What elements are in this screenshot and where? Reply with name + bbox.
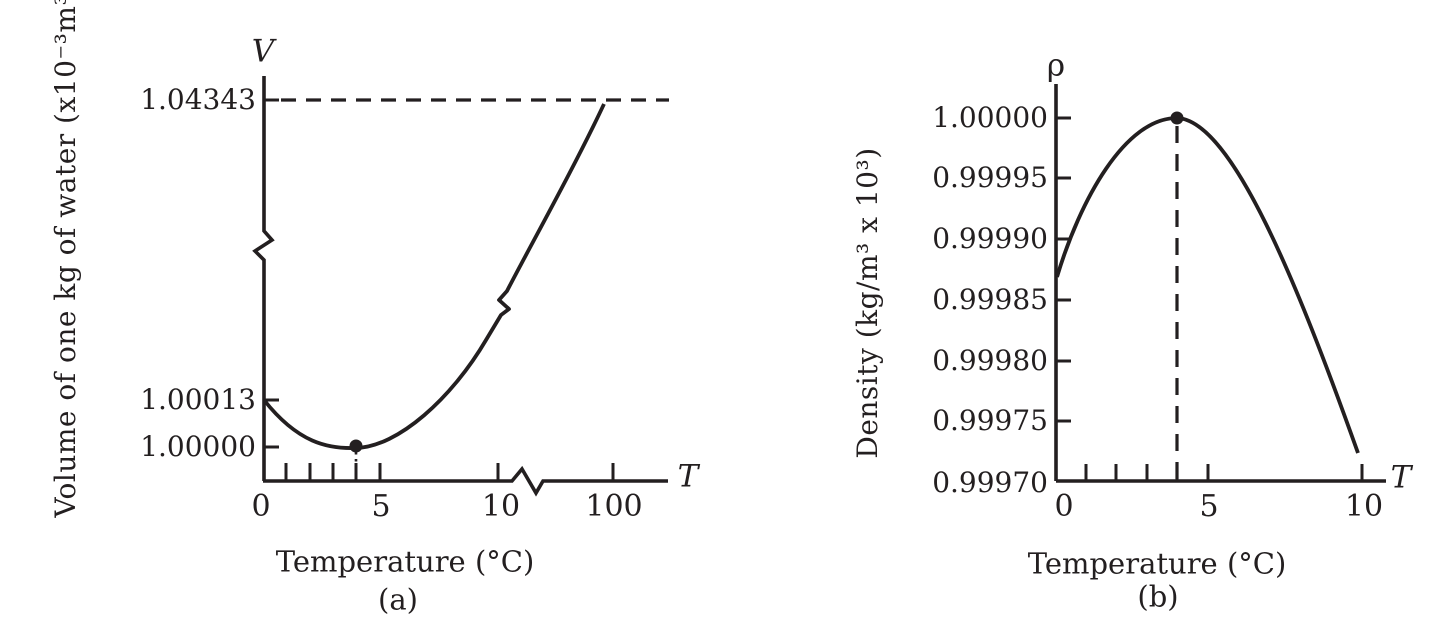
panel-a-xtick-label-5: 5 — [371, 489, 391, 524]
panel-a-curve — [262, 103, 606, 450]
panel-a-y-axis-symbol: V — [251, 33, 275, 70]
panel-b-xtick-label-10: 10 — [1344, 489, 1384, 524]
panel-a-graphics — [252, 76, 669, 497]
panel-b-xtick-label-5: 5 — [1199, 489, 1219, 524]
panel-b-ytick-label-0p99995: 0.99995 — [932, 161, 1048, 194]
panel-b-x-ticks — [1084, 464, 1364, 480]
panel-a-ytick-label-1p00000: 1.00000 — [140, 430, 256, 463]
panel-a-caption: (a) — [378, 582, 418, 617]
panel-b-ytick-label-0p99985: 0.99985 — [932, 283, 1048, 316]
panel-b-graphics — [1054, 84, 1386, 483]
panel-b-ytick-label-0p99980: 0.99980 — [932, 344, 1048, 377]
panel-b-y-ticks — [1056, 116, 1071, 423]
panel-b-y-axis-symbol: ρ — [1046, 47, 1066, 84]
panel-b-x-axis-title: Temperature (°C) — [1027, 546, 1287, 581]
panel-a-y-axis — [252, 76, 275, 481]
panel-a-xtick-label-0: 0 — [251, 489, 271, 524]
panel-b-ytick-label-0p99975: 0.99975 — [932, 404, 1048, 437]
panel-a-x-axis-title: Temperature (°C) — [275, 544, 535, 579]
panel-a-x-ticks — [284, 463, 615, 480]
panel-b-ytick-label-1p00000: 1.00000 — [932, 101, 1048, 134]
panel-b-caption: (b) — [1137, 579, 1179, 614]
panel-b-x-axis-symbol: T — [1390, 459, 1412, 496]
panel-a-x-axis — [263, 465, 668, 497]
panel-a-y-ticks — [264, 98, 279, 449]
panel-a-ytick-label-1p00013: 1.00013 — [140, 383, 256, 416]
panel-b-y-axis-title: Density (kg/m³ x 10³) — [851, 147, 884, 459]
panel-b-ytick-label-0p99990: 0.99990 — [932, 222, 1048, 255]
panel-a-y-axis-title: Volume of one kg of water (x10⁻³m³) — [49, 0, 82, 518]
panel-a-xtick-label-100: 100 — [585, 489, 643, 524]
panel-a-xtick-label-10: 10 — [481, 489, 521, 524]
panel-b-curve — [1055, 116, 1360, 454]
panel-b-max-point-marker — [1170, 111, 1184, 125]
panel-a-ytick-label-1p04343: 1.04343 — [140, 83, 256, 116]
panel-a-min-point-marker — [349, 439, 363, 453]
panel-b-ytick-label-0p99970: 0.99970 — [932, 466, 1048, 499]
panel-b-xtick-label-0: 0 — [1054, 489, 1074, 524]
panel-a-x-axis-symbol: T — [677, 458, 699, 495]
